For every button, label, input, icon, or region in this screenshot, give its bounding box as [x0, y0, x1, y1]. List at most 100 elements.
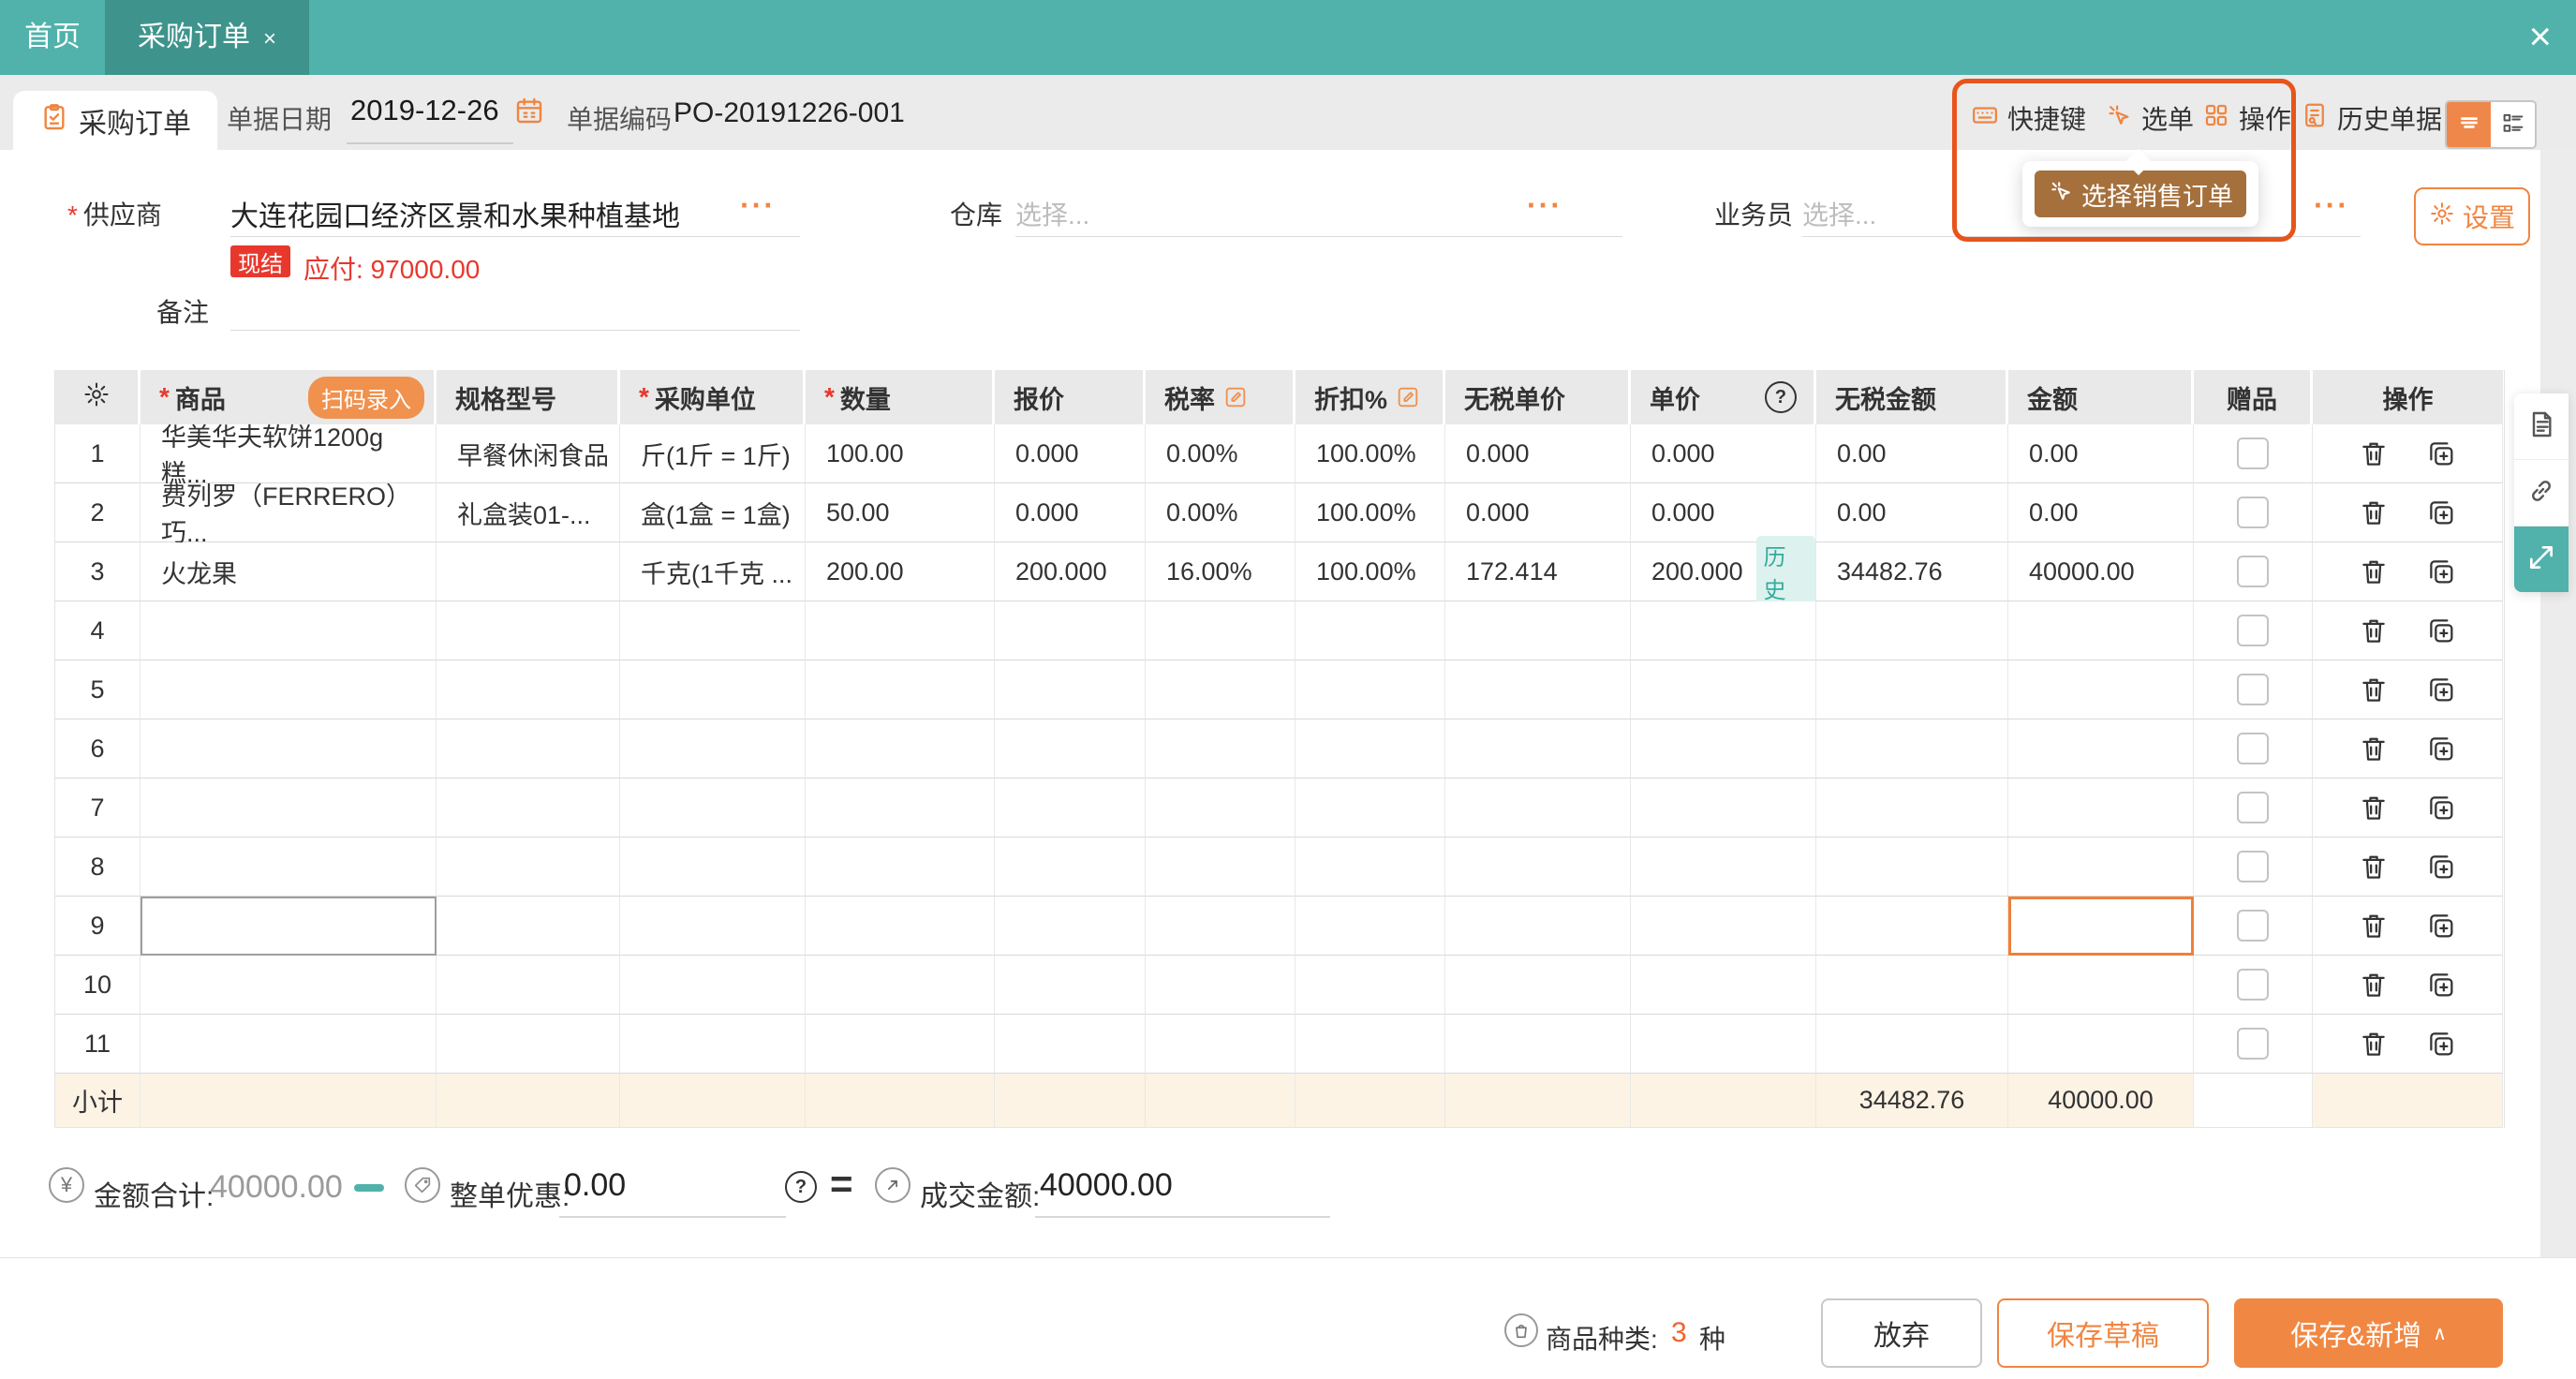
cell-noTaxPrice[interactable]: 0.000 [1445, 424, 1631, 483]
gift-checkbox[interactable] [2237, 497, 2269, 528]
cell-noTaxPrice[interactable] [1445, 660, 1631, 719]
edit-note-icon[interactable] [1222, 384, 1249, 410]
cell-noTaxAmount[interactable] [1816, 1015, 2008, 1074]
cell-noTaxPrice[interactable] [1445, 956, 1631, 1015]
cell-gift[interactable] [2194, 897, 2313, 956]
cell-qty[interactable] [806, 660, 995, 719]
card-view-button[interactable] [2491, 102, 2535, 147]
cell-amount[interactable] [2008, 601, 2194, 660]
cell-price[interactable]: 0.000 [1631, 424, 1816, 483]
cell-spec[interactable] [437, 897, 620, 956]
copy-plus-icon[interactable] [2425, 497, 2457, 528]
cell-qty[interactable] [806, 719, 995, 778]
scrollbar-track[interactable] [2540, 150, 2576, 1379]
cell-unit[interactable] [620, 778, 806, 838]
cell-gift[interactable] [2194, 483, 2313, 542]
gift-checkbox[interactable] [2237, 733, 2269, 764]
history-docs-button[interactable]: 历史单据 [2301, 99, 2442, 137]
gear-icon[interactable] [82, 380, 111, 415]
cell-tax[interactable] [1146, 660, 1295, 719]
cell-gift[interactable] [2194, 956, 2313, 1015]
copy-plus-icon[interactable] [2425, 437, 2457, 469]
cell-gift[interactable] [2194, 601, 2313, 660]
notes-tool-button[interactable] [2514, 393, 2569, 460]
cell-unit[interactable] [620, 897, 806, 956]
cell-spec[interactable] [437, 778, 620, 838]
cell-qty[interactable] [806, 1015, 995, 1074]
cell-noTaxAmount[interactable] [1816, 719, 2008, 778]
cell-spec[interactable] [437, 601, 620, 660]
cell-discount[interactable] [1295, 778, 1445, 838]
trash-icon[interactable] [2358, 497, 2390, 528]
cell-tax[interactable] [1146, 778, 1295, 838]
cell-ops[interactable] [2313, 838, 2503, 897]
cell-noTaxPrice[interactable] [1445, 601, 1631, 660]
salesman-more-button[interactable]: ··· [2314, 188, 2349, 222]
cell-product[interactable]: 华美华夫软饼1200g 糕... [141, 423, 437, 488]
cell-ops[interactable] [2313, 601, 2503, 660]
cancel-button[interactable]: 放弃 [1821, 1298, 1982, 1368]
cell-noTaxAmount[interactable] [1816, 897, 2008, 956]
calendar-icon[interactable] [514, 96, 544, 130]
cell-spec[interactable] [437, 660, 620, 719]
scan-entry-badge[interactable]: 扫码录入 [308, 376, 424, 419]
cell-noTaxAmount[interactable] [1816, 956, 2008, 1015]
warehouse-select[interactable]: 选择... [1015, 200, 1090, 230]
cell-discount[interactable] [1295, 601, 1445, 660]
pick-order-button[interactable]: 选单 [2105, 99, 2194, 137]
cell-qty[interactable] [806, 601, 995, 660]
cell-noTaxAmount[interactable]: 0.00 [1816, 483, 2008, 542]
cell-discount[interactable]: 100.00% [1295, 424, 1445, 483]
cell-quote[interactable] [995, 601, 1146, 660]
cell-spec[interactable] [437, 719, 620, 778]
cell-amount[interactable] [2008, 778, 2194, 838]
cell-noTaxAmount[interactable]: 0.00 [1816, 424, 2008, 483]
cell-price[interactable] [1631, 778, 1816, 838]
cell-product[interactable] [141, 660, 437, 719]
cell-qty[interactable] [806, 778, 995, 838]
cell-noTaxAmount[interactable] [1816, 660, 2008, 719]
gift-checkbox[interactable] [2237, 556, 2269, 587]
actions-button[interactable]: 操作 [2202, 99, 2291, 137]
window-close-icon[interactable]: × [2528, 14, 2552, 58]
cell-amount[interactable] [2008, 1015, 2194, 1074]
cell-discount[interactable]: 100.00% [1295, 483, 1445, 542]
gift-checkbox[interactable] [2237, 674, 2269, 705]
cell-price[interactable] [1631, 897, 1816, 956]
cell-qty[interactable] [806, 897, 995, 956]
cell-unit[interactable]: 盒(1盒 = 1盒) [620, 483, 806, 542]
trash-icon[interactable] [2358, 733, 2390, 764]
gift-checkbox[interactable] [2237, 969, 2269, 1001]
cell-price[interactable] [1631, 1015, 1816, 1074]
cell-product[interactable] [141, 897, 437, 956]
list-view-button[interactable] [2447, 102, 2491, 147]
gift-checkbox[interactable] [2237, 792, 2269, 823]
cell-unit[interactable] [620, 660, 806, 719]
cell-product[interactable] [141, 601, 437, 660]
salesman-select[interactable]: 选择... [1802, 200, 1877, 230]
cell-ops[interactable] [2313, 778, 2503, 838]
cell-discount[interactable] [1295, 956, 1445, 1015]
cell-ops[interactable] [2313, 1015, 2503, 1074]
cell-quote[interactable]: 0.000 [995, 424, 1146, 483]
cell-tax[interactable] [1146, 956, 1295, 1015]
cell-amount[interactable] [2008, 660, 2194, 719]
cell-product[interactable] [141, 719, 437, 778]
cell-gift[interactable] [2194, 719, 2313, 778]
cell-tax[interactable]: 16.00% [1146, 542, 1295, 601]
cell-amount[interactable] [2008, 897, 2194, 956]
cell-gift[interactable] [2194, 424, 2313, 483]
cell-noTaxPrice[interactable] [1445, 838, 1631, 897]
cell-tax[interactable] [1146, 838, 1295, 897]
copy-plus-icon[interactable] [2425, 851, 2457, 882]
copy-plus-icon[interactable] [2425, 1028, 2457, 1060]
cell-discount[interactable] [1295, 897, 1445, 956]
cell-discount[interactable] [1295, 838, 1445, 897]
trash-icon[interactable] [2358, 792, 2390, 823]
cell-price[interactable] [1631, 660, 1816, 719]
cell-amount[interactable]: 0.00 [2008, 483, 2194, 542]
cell-spec[interactable] [437, 956, 620, 1015]
date-value[interactable]: 2019-12-26 [350, 94, 499, 126]
copy-plus-icon[interactable] [2425, 910, 2457, 942]
cell-noTaxPrice[interactable]: 0.000 [1445, 483, 1631, 542]
